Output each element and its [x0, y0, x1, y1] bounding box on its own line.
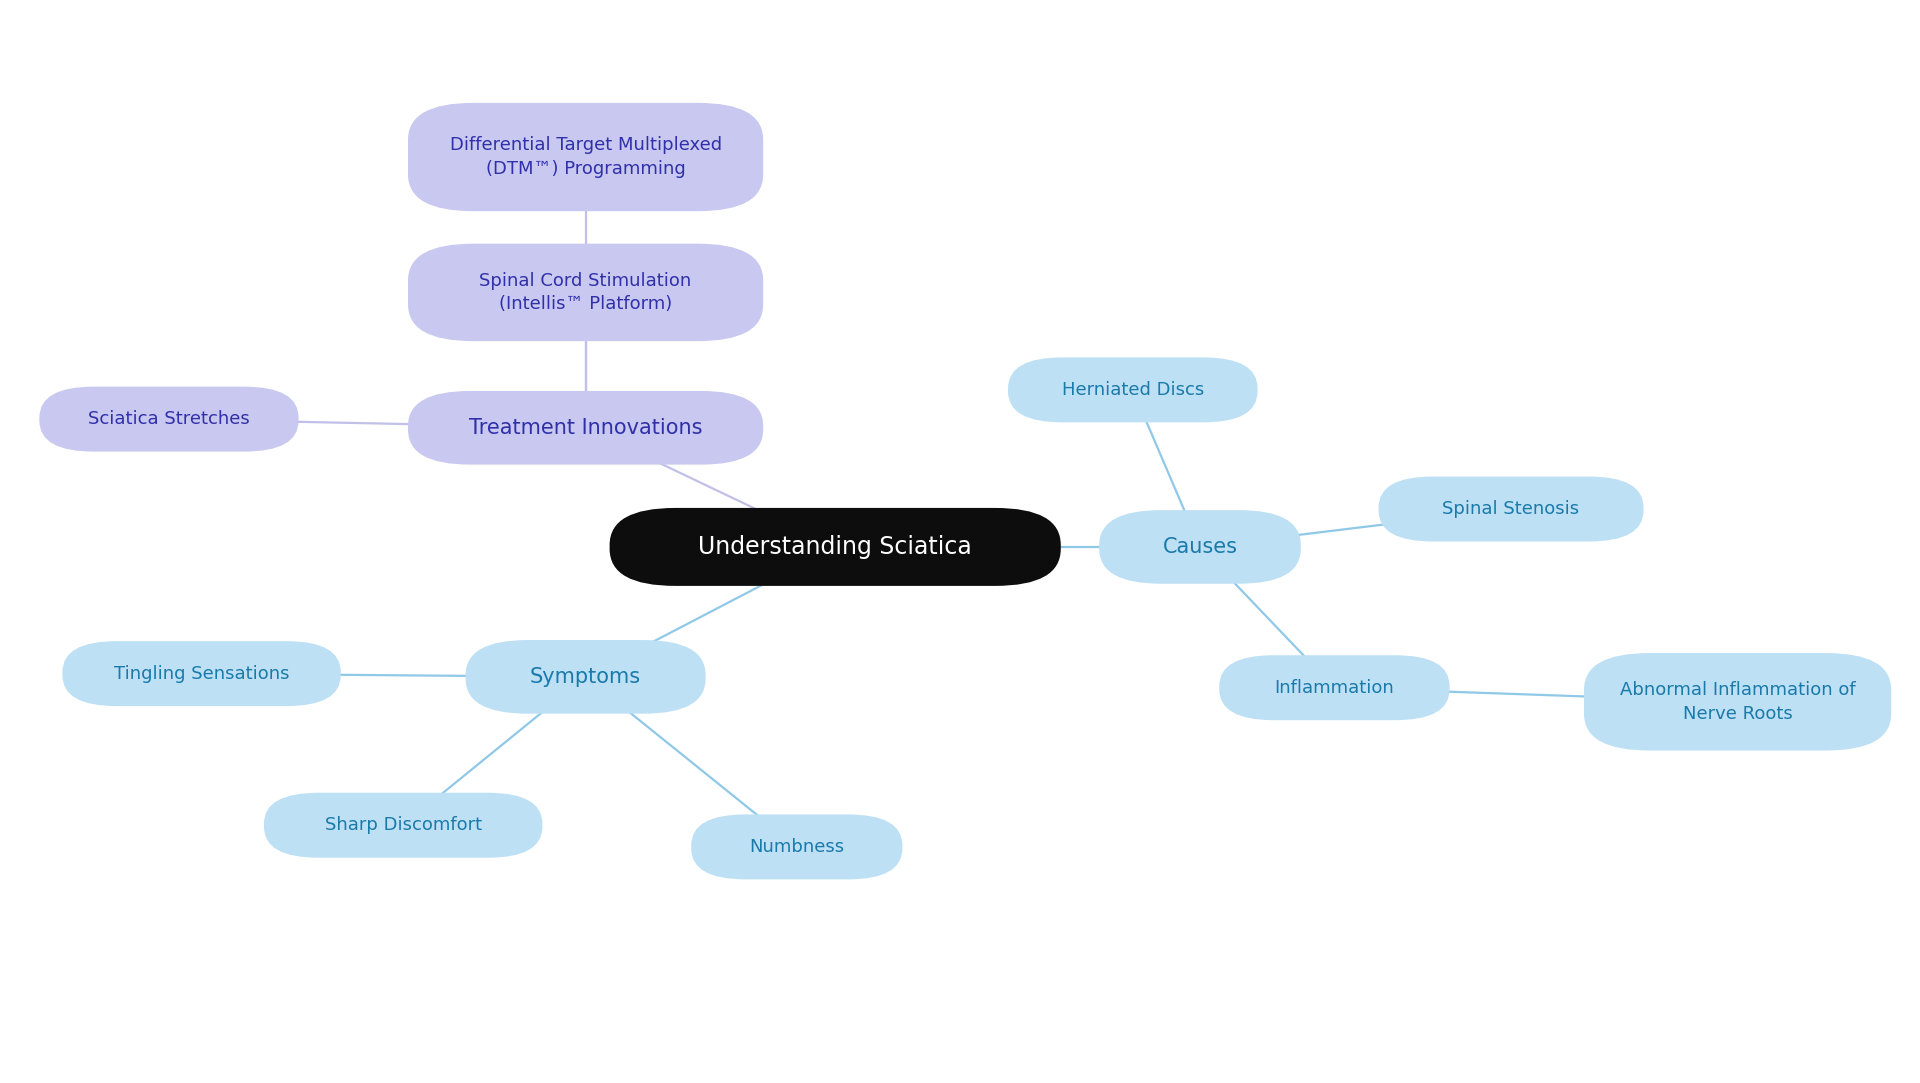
- Text: Inflammation: Inflammation: [1275, 679, 1394, 696]
- FancyBboxPatch shape: [465, 640, 707, 714]
- FancyBboxPatch shape: [1219, 655, 1450, 720]
- FancyBboxPatch shape: [61, 641, 340, 706]
- FancyBboxPatch shape: [407, 244, 762, 341]
- Text: Causes: Causes: [1162, 537, 1238, 557]
- FancyBboxPatch shape: [1379, 477, 1644, 542]
- FancyBboxPatch shape: [38, 387, 300, 452]
- Text: Sciatica Stretches: Sciatica Stretches: [88, 410, 250, 428]
- Text: Tingling Sensations: Tingling Sensations: [113, 665, 290, 682]
- FancyBboxPatch shape: [265, 793, 541, 858]
- FancyBboxPatch shape: [407, 103, 762, 211]
- Text: Understanding Sciatica: Understanding Sciatica: [699, 535, 972, 559]
- FancyBboxPatch shape: [611, 508, 1060, 586]
- FancyBboxPatch shape: [1098, 510, 1302, 584]
- FancyBboxPatch shape: [1584, 653, 1891, 751]
- Text: Spinal Cord Stimulation
(Intellis™ Platform): Spinal Cord Stimulation (Intellis™ Platf…: [480, 272, 691, 313]
- Text: Abnormal Inflammation of
Nerve Roots: Abnormal Inflammation of Nerve Roots: [1620, 681, 1855, 722]
- Text: Sharp Discomfort: Sharp Discomfort: [324, 817, 482, 834]
- Text: Herniated Discs: Herniated Discs: [1062, 381, 1204, 399]
- Text: Spinal Stenosis: Spinal Stenosis: [1442, 500, 1580, 518]
- Text: Differential Target Multiplexed
(DTM™) Programming: Differential Target Multiplexed (DTM™) P…: [449, 136, 722, 178]
- FancyBboxPatch shape: [1008, 357, 1258, 422]
- Text: Numbness: Numbness: [749, 838, 845, 856]
- FancyBboxPatch shape: [407, 391, 762, 465]
- FancyBboxPatch shape: [691, 814, 902, 879]
- Text: Treatment Innovations: Treatment Innovations: [468, 418, 703, 438]
- Text: Symptoms: Symptoms: [530, 667, 641, 687]
